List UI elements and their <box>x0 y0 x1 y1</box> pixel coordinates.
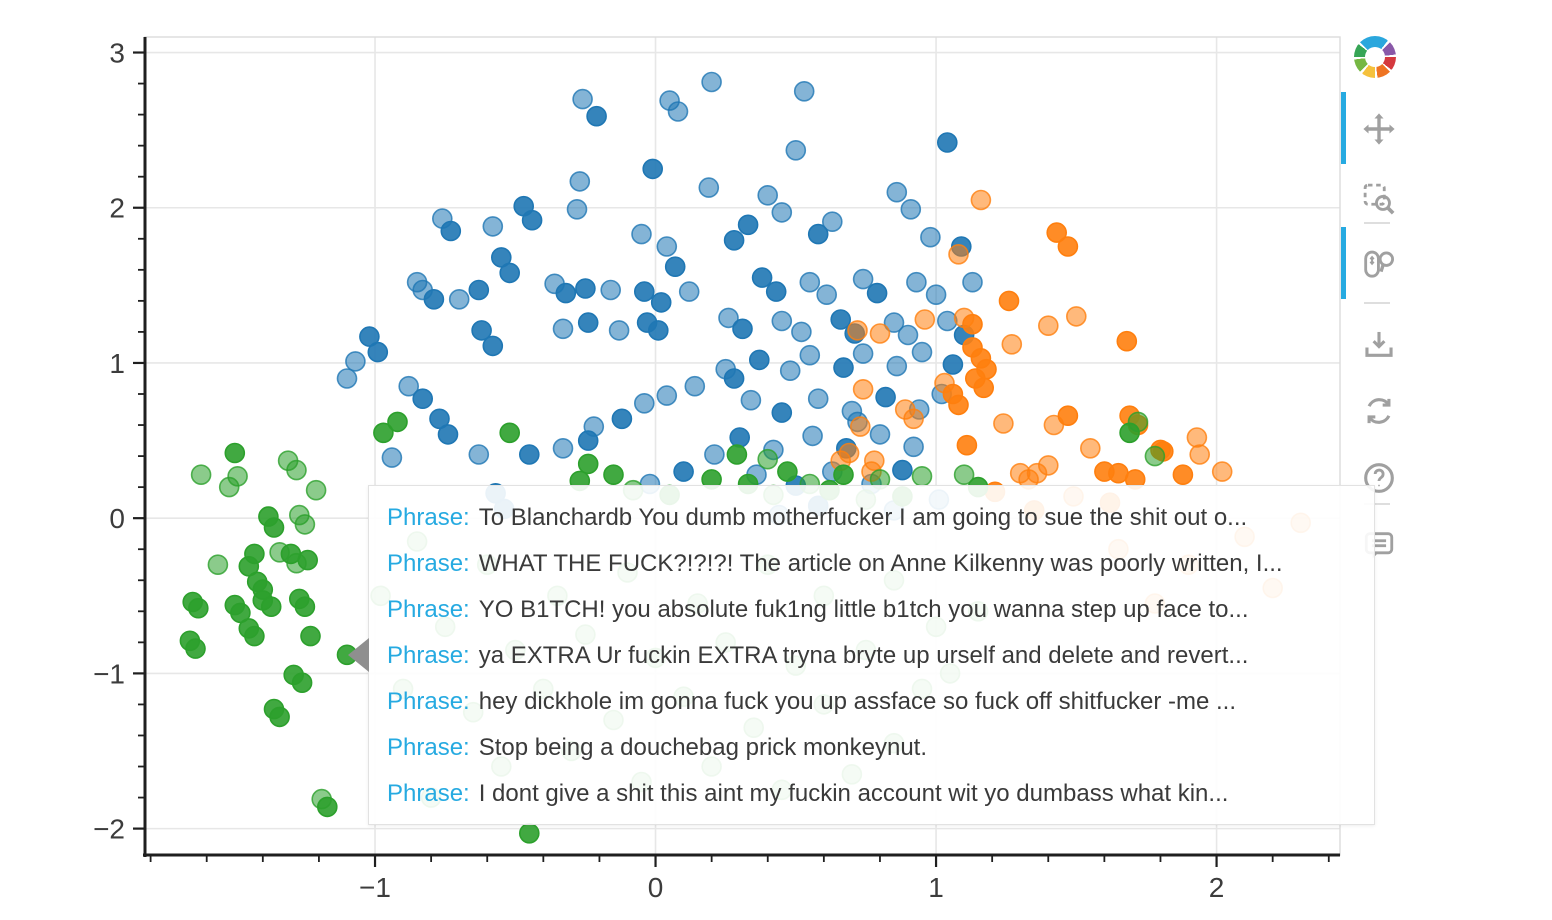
help-tool-button[interactable] <box>1360 459 1398 497</box>
tooltip-arrow-icon <box>348 638 369 672</box>
tooltip-row-label: Phrase: <box>387 596 470 623</box>
pan-icon <box>1363 113 1395 145</box>
svg-text:−1: −1 <box>93 658 125 689</box>
tooltip-row-label: Phrase: <box>387 734 470 761</box>
tooltip-row: Phrase: To Blanchardb You dumb motherfuck… <box>387 495 1356 541</box>
tooltip-row: Phrase: YO B1TCH! you absolute fuk1ng lit… <box>387 587 1356 633</box>
tooltip-row-label: Phrase: <box>387 642 470 669</box>
tooltip-row: Phrase: Stop being a douchebag prick monk… <box>387 725 1356 771</box>
wheel-zoom-active-indicator <box>1341 227 1346 299</box>
svg-text:−1: −1 <box>359 872 391 903</box>
reset-icon <box>1367 398 1391 424</box>
pan-tool-button[interactable] <box>1360 110 1398 148</box>
save-tool-button[interactable] <box>1360 325 1398 363</box>
svg-text:2: 2 <box>1209 872 1225 903</box>
tooltip-row: Phrase: I dont give a shit this aint my f… <box>387 771 1356 817</box>
tooltip-row: Phrase: WHAT THE FUCK?!?!?! The article o… <box>387 541 1356 587</box>
tooltip-row: Phrase: hey dickhole im gonna fuck you up… <box>387 679 1356 725</box>
box-zoom-tool-button[interactable] <box>1360 180 1398 218</box>
tooltip-row-label: Phrase: <box>387 688 470 715</box>
box-zoom-icon <box>1363 183 1395 215</box>
toolbar-divider <box>1364 222 1390 224</box>
tooltip-row-value: WHAT THE FUCK?!?!?! The article on Anne … <box>478 550 1283 577</box>
svg-text:1: 1 <box>928 872 944 903</box>
tooltip-row-value: hey dickhole im gonna fuck you up assfac… <box>478 688 1236 715</box>
tooltip-row-value: ya EXTRA Ur fuckin EXTRA tryna bryte up … <box>478 642 1249 669</box>
reset-tool-button[interactable] <box>1360 392 1398 430</box>
tooltip-row-value: I dont give a shit this aint my fuckin a… <box>478 780 1229 807</box>
wheel-zoom-tool-button[interactable] <box>1360 245 1398 283</box>
wheel-zoom-icon <box>1364 250 1395 278</box>
pan-active-indicator <box>1341 92 1346 164</box>
tooltip-row-label: Phrase: <box>387 550 470 577</box>
tooltip-row-value: To Blanchardb You dumb motherfucker I am… <box>478 504 1248 531</box>
svg-text:0: 0 <box>109 503 125 534</box>
save-icon <box>1365 331 1393 357</box>
bokeh-logo[interactable] <box>1354 36 1396 78</box>
hover-tooltip: Phrase: To Blanchardb You dumb motherfuck… <box>348 485 1375 825</box>
toolbar-divider <box>1364 503 1390 505</box>
tooltip-row-label: Phrase: <box>387 780 470 807</box>
tooltip-row-value: YO B1TCH! you absolute fuk1ng little b1t… <box>478 596 1249 623</box>
tooltip-row-value: Stop being a douchebag prick monkeynut. <box>478 734 928 761</box>
help-icon <box>1364 463 1394 493</box>
tooltip-row-label: Phrase: <box>387 504 470 531</box>
svg-text:1: 1 <box>109 348 125 379</box>
svg-text:3: 3 <box>109 38 125 69</box>
svg-text:0: 0 <box>648 872 664 903</box>
toolbar-divider <box>1364 302 1390 304</box>
tooltip-row: Phrase: ya EXTRA Ur fuckin EXTRA tryna br… <box>387 633 1356 679</box>
svg-text:−2: −2 <box>93 814 125 845</box>
svg-text:2: 2 <box>109 193 125 224</box>
